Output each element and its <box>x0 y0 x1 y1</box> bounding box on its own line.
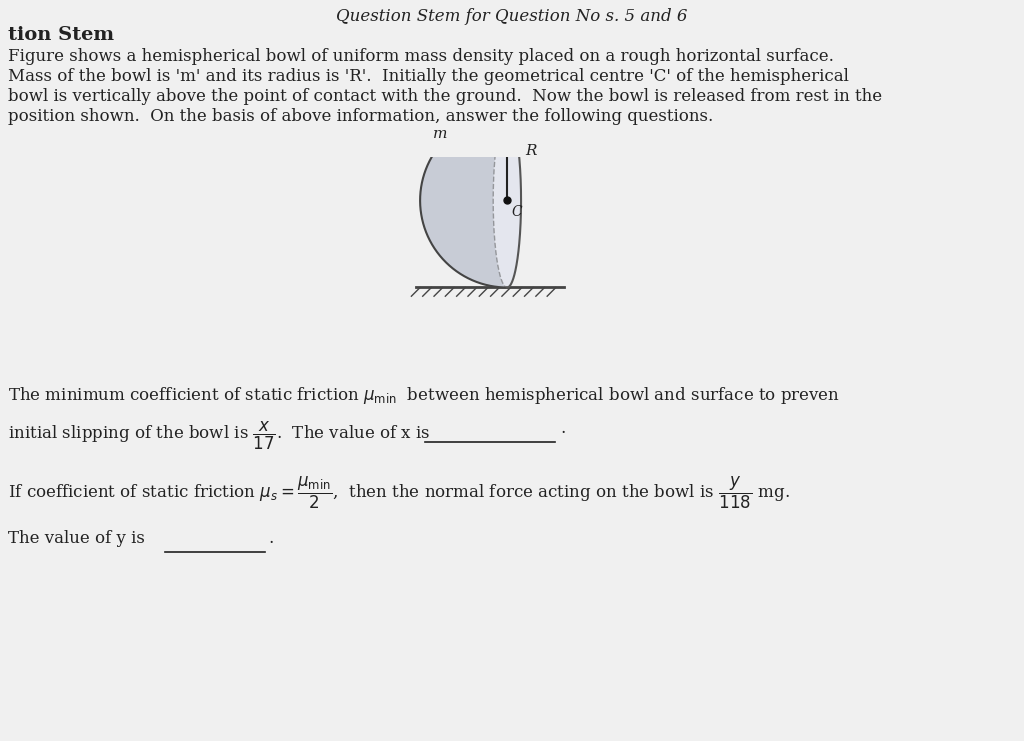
Text: .: . <box>560 420 565 437</box>
Text: position shown.  On the basis of above information, answer the following questio: position shown. On the basis of above in… <box>8 108 714 125</box>
Text: If coefficient of static friction $\mu_s = \dfrac{\mu_{\rm min}}{2}$,  then the : If coefficient of static friction $\mu_s… <box>8 475 790 511</box>
Polygon shape <box>494 113 521 288</box>
Text: Figure shows a hemispherical bowl of uniform mass density placed on a rough hori: Figure shows a hemispherical bowl of uni… <box>8 48 834 65</box>
Text: bowl is vertically above the point of contact with the ground.  Now the bowl is : bowl is vertically above the point of co… <box>8 88 882 105</box>
Text: The value of y is: The value of y is <box>8 530 144 547</box>
Text: tion Stem: tion Stem <box>8 26 114 44</box>
Text: .: . <box>268 530 273 547</box>
Text: Question Stem for Question No s. 5 and 6: Question Stem for Question No s. 5 and 6 <box>336 8 688 25</box>
Text: R: R <box>525 144 537 158</box>
Text: The minimum coefficient of static friction $\mu_{\rm min}$  between hemispherica: The minimum coefficient of static fricti… <box>8 385 840 406</box>
Text: m: m <box>433 127 447 141</box>
Polygon shape <box>420 113 521 288</box>
Text: Mass of the bowl is 'm' and its radius is 'R'.  Initially the geometrical centre: Mass of the bowl is 'm' and its radius i… <box>8 68 849 85</box>
Text: C: C <box>512 205 522 219</box>
Text: initial slipping of the bowl is $\dfrac{x}{17}$.  The value of x is: initial slipping of the bowl is $\dfrac{… <box>8 420 430 452</box>
